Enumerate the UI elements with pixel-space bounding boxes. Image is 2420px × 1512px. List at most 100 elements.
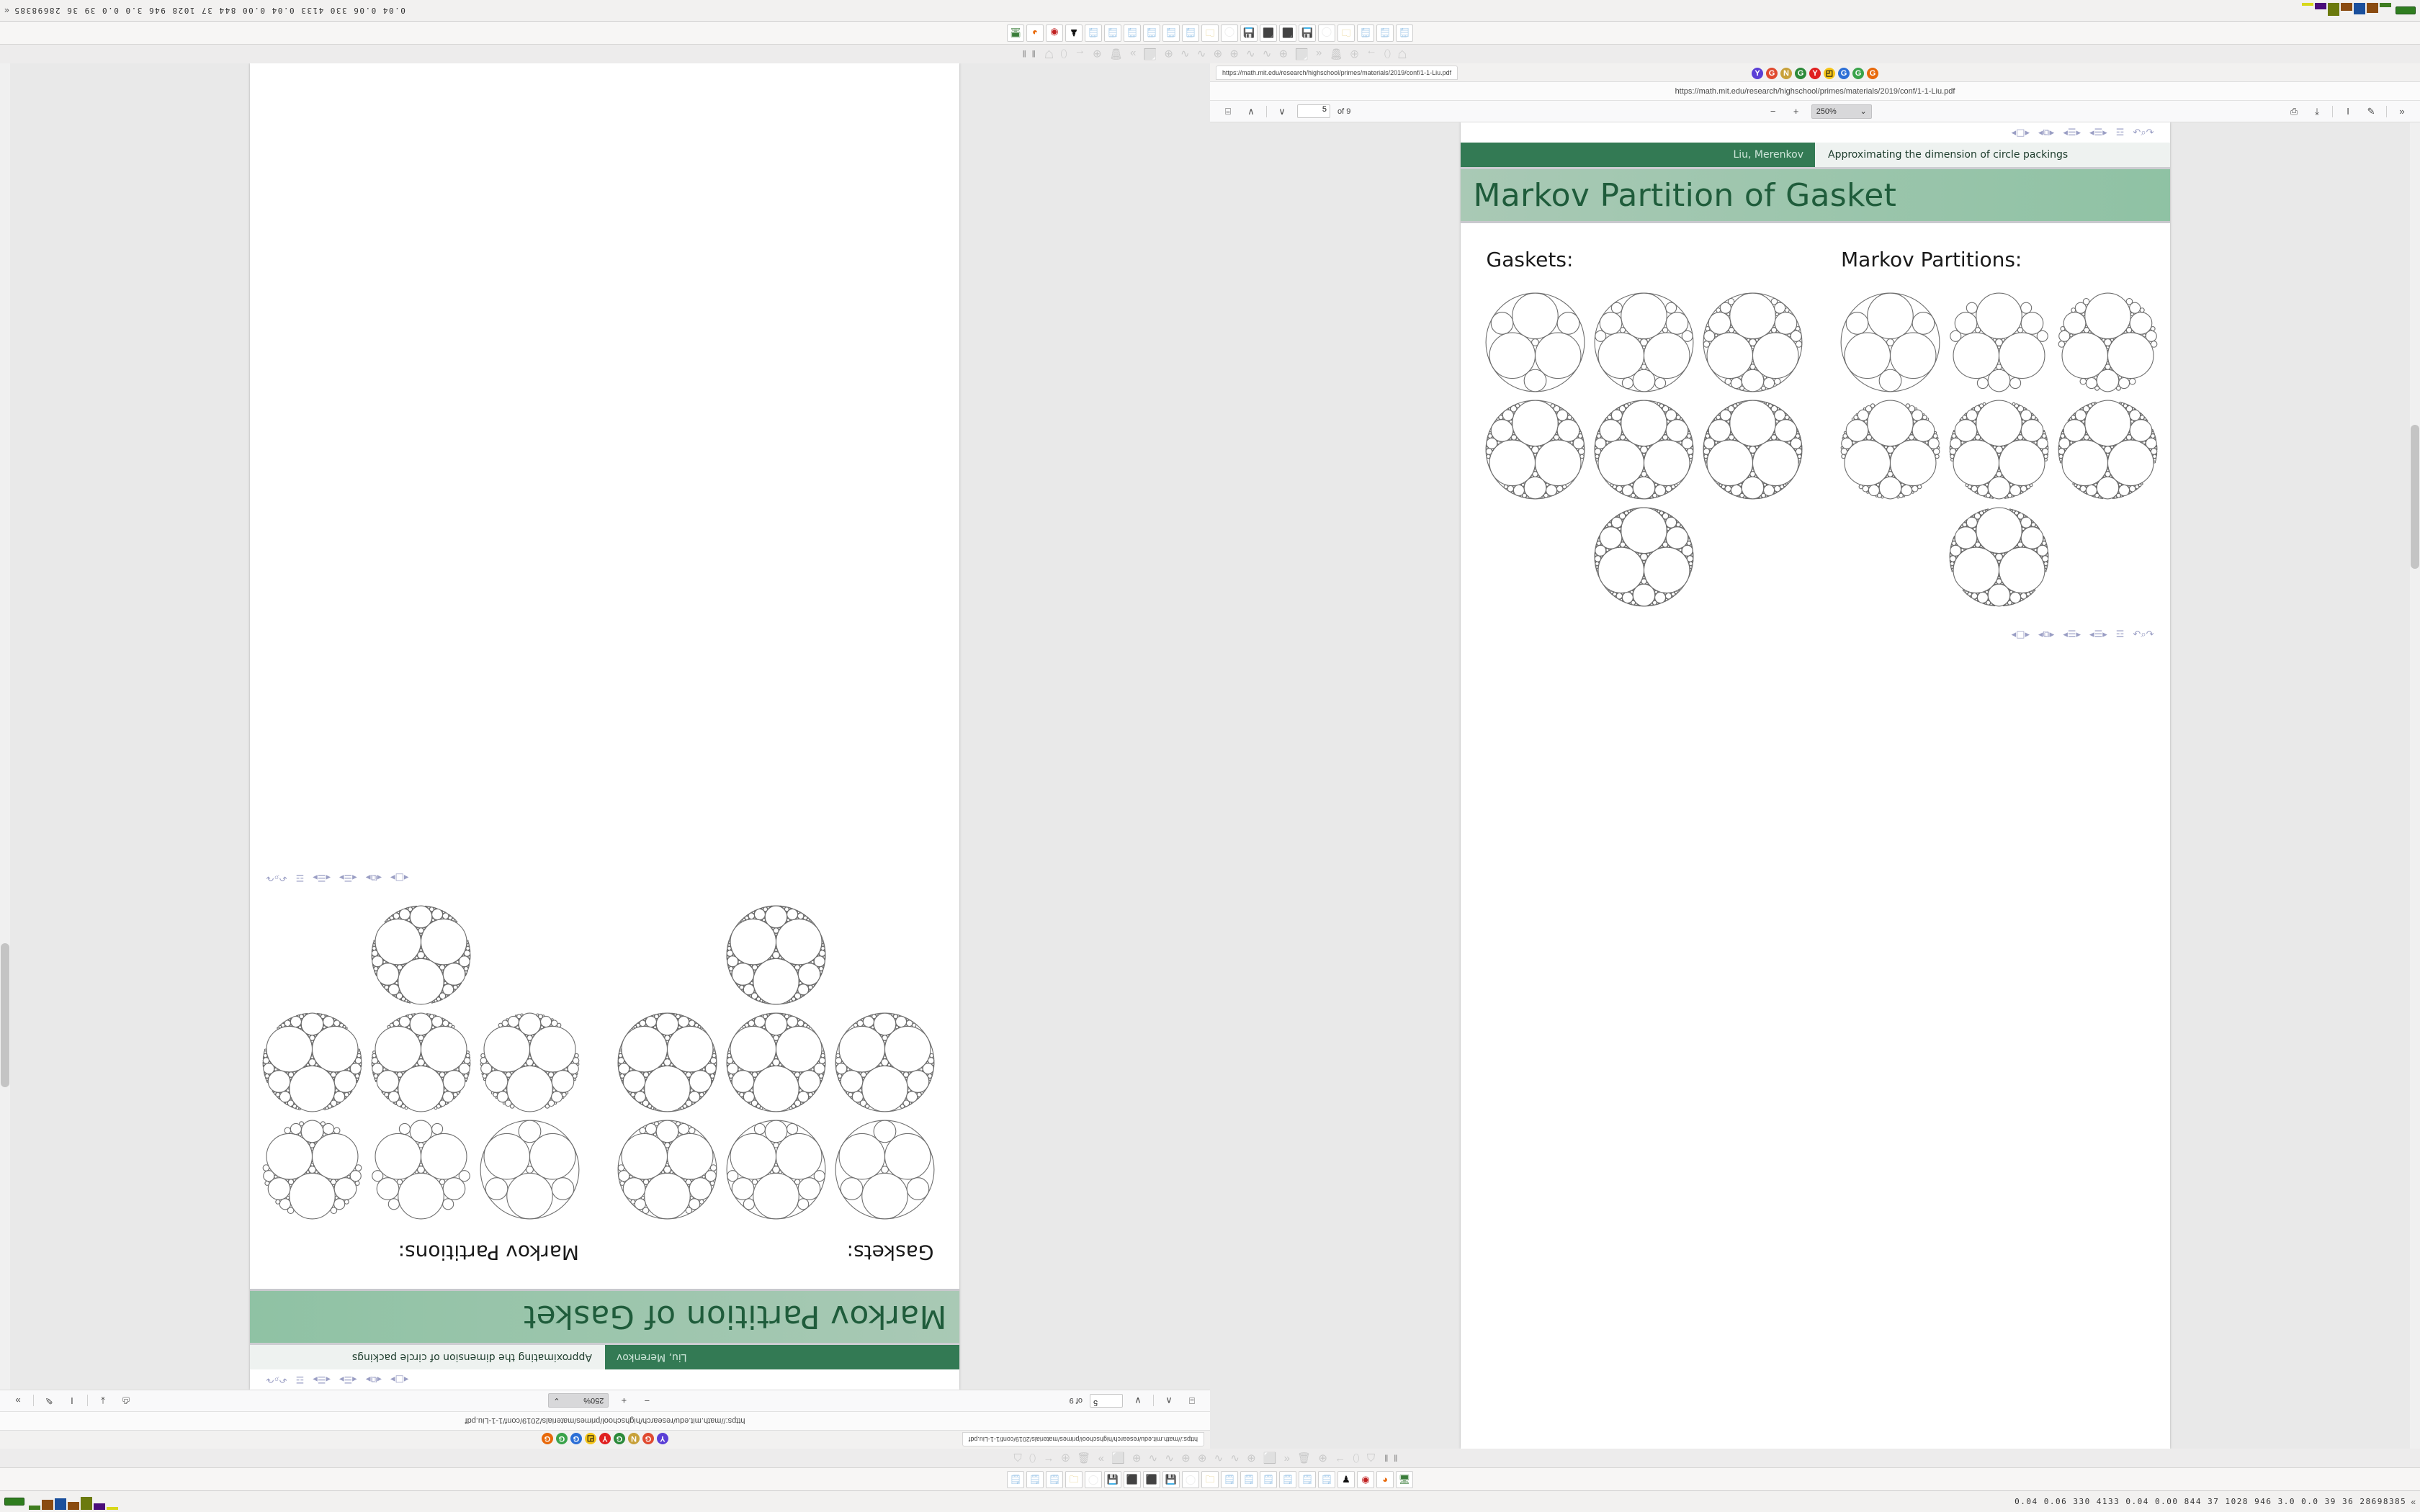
slide-nav-icon[interactable]: ◂□▸ <box>390 873 408 883</box>
doc-nav-icon[interactable]: ◂⧉▸ <box>366 873 382 883</box>
document-icon[interactable]: 🗒 <box>1299 1471 1316 1488</box>
document-icon[interactable]: 🗒 <box>1182 24 1199 42</box>
firefox-icon[interactable]: ◕ <box>1026 24 1044 42</box>
toc-nav-icon[interactable]: ☲ <box>2116 629 2125 640</box>
floppy-disk-icon[interactable]: 💾 <box>1104 1471 1121 1488</box>
bookmark-firefox[interactable]: G <box>1867 68 1878 79</box>
desktop-switcher-top[interactable]: ⛉ ⬯ → ⊕ 🗑 « ⬜ ⊕ ∿ ∿ ⊕ ⊕ ∿ ∿ ⊕ ⬜ » 🗑 ⊕ ← … <box>0 45 2420 63</box>
bookmark-google-4[interactable]: G <box>556 1433 568 1444</box>
next-page-icon[interactable]: ∨ <box>1274 104 1290 120</box>
document-icon[interactable]: 🗒 <box>1318 1471 1335 1488</box>
bookmark-google-4[interactable]: G <box>1852 68 1864 79</box>
bookmark-google-3[interactable]: G <box>570 1433 582 1444</box>
display-settings-icon[interactable]: 🖥 <box>1396 1471 1413 1488</box>
doc-nav-icon[interactable]: ◂⧉▸ <box>2038 127 2054 138</box>
document-icon[interactable]: 🗒 <box>1260 1471 1277 1488</box>
download-icon[interactable]: ⤓ <box>2309 104 2325 120</box>
bookmark-yelp[interactable]: Y <box>1809 68 1821 79</box>
zoom-level-select[interactable]: 250% ⌄ <box>548 1394 609 1408</box>
section-nav-icon[interactable]: ◂☰▸ <box>339 1374 357 1385</box>
zoom-out-button[interactable]: − <box>1765 104 1781 120</box>
document-icon[interactable]: 🗒 <box>1376 24 1394 42</box>
document-icon[interactable]: 🗒 <box>1085 24 1102 42</box>
browser-tab[interactable]: https://math.mit.edu/research/highschool… <box>1216 66 1458 80</box>
slide-nav-icon[interactable]: ◂□▸ <box>2012 127 2030 138</box>
blank-window-icon[interactable]: ◯ <box>1085 1471 1102 1488</box>
draw-icon[interactable]: ✎ <box>41 1393 57 1409</box>
firefox-icon[interactable]: ◕ <box>1376 1471 1394 1488</box>
document-icon[interactable]: 🗒 <box>1357 24 1374 42</box>
folder-icon[interactable]: 🗀 <box>1065 1471 1083 1488</box>
bookmark-google-2[interactable]: G <box>1795 68 1806 79</box>
url-bar-right[interactable]: Y G N G Y ◰ G G G https://math.mit.edu/research/… <box>1210 82 2420 101</box>
bookmark-images[interactable]: ◰ <box>585 1433 596 1444</box>
document-icon[interactable]: 🗒 <box>1143 24 1160 42</box>
subsection-nav-icon[interactable]: ◂☰▸ <box>2089 629 2107 640</box>
blank-window-icon[interactable]: ◯ <box>1182 1471 1199 1488</box>
section-nav-icon[interactable]: ◂☰▸ <box>339 873 357 883</box>
bookmark-nyt[interactable]: N <box>1780 68 1792 79</box>
scrollbar-right[interactable] <box>2410 122 2420 1449</box>
browser-window-left[interactable]: https://math.mit.edu/research/highschool… <box>0 63 1210 1449</box>
bookmark-google-3[interactable]: G <box>1838 68 1850 79</box>
download-icon[interactable]: ⤓ <box>95 1393 111 1409</box>
more-tools-icon[interactable]: » <box>2394 104 2410 120</box>
blank-window-icon[interactable]: ◯ <box>1318 24 1335 42</box>
bookmark-google[interactable]: G <box>1766 68 1778 79</box>
undo-search-redo-icons[interactable]: ↶⌕↷ <box>2133 629 2154 640</box>
recording-icon[interactable]: ◉ <box>1046 24 1063 42</box>
page-number-input[interactable]: 5 <box>1090 1394 1123 1408</box>
terminal-icon[interactable]: ⬛ <box>1143 1471 1160 1488</box>
prev-page-icon[interactable]: ∧ <box>1161 1393 1177 1409</box>
document-icon[interactable]: 🗒 <box>1221 1471 1238 1488</box>
document-icon[interactable]: 🗒 <box>1026 1471 1044 1488</box>
slide-nav-icon[interactable]: ◂□▸ <box>390 1374 408 1385</box>
floppy-disk-icon[interactable]: 💾 <box>1162 1471 1180 1488</box>
bookmark-yahoo[interactable]: Y <box>1752 68 1763 79</box>
document-icon[interactable]: 🗒 <box>1396 24 1413 42</box>
browser-tab[interactable]: https://math.mit.edu/research/highschool… <box>962 1433 1204 1447</box>
bookmark-google[interactable]: G <box>642 1433 654 1444</box>
sidebar-toggle-icon[interactable]: ⌸ <box>1184 1393 1200 1409</box>
document-icon[interactable]: 🗒 <box>1104 24 1121 42</box>
bookmark-nyt[interactable]: N <box>628 1433 640 1444</box>
chevron-up-icon[interactable]: « <box>2411 1497 2416 1507</box>
toc-nav-icon[interactable]: ☲ <box>296 873 305 883</box>
chevron-down-icon[interactable]: « <box>4 6 9 16</box>
floppy-disk-icon[interactable]: 💾 <box>1240 24 1258 42</box>
pdf-viewport-right[interactable]: ◂□▸ ◂⧉▸ ◂☰▸ ◂☰▸ ☲ ↶⌕↷ Liu, Merenkov Approximati… <box>1210 122 2420 1449</box>
subsection-nav-icon[interactable]: ◂☰▸ <box>313 1374 331 1385</box>
undo-search-redo-icons[interactable]: ↶⌕↷ <box>2133 127 2154 138</box>
page-number-input[interactable]: 5 <box>1297 104 1330 118</box>
zoom-in-button[interactable]: + <box>616 1393 632 1409</box>
floppy-disk-icon[interactable]: 💾 <box>1299 24 1316 42</box>
bookmark-yelp[interactable]: Y <box>599 1433 611 1444</box>
doc-nav-icon[interactable]: ◂⧉▸ <box>366 1374 382 1385</box>
more-tools-icon[interactable]: » <box>10 1393 26 1409</box>
sidebar-toggle-icon[interactable]: ⌸ <box>1220 104 1236 120</box>
display-settings-icon[interactable]: 🖥 <box>1007 24 1024 42</box>
terminal-icon[interactable]: ⬛ <box>1279 24 1296 42</box>
zoom-level-select[interactable]: 250% ⌄ <box>1811 104 1872 119</box>
doc-nav-icon[interactable]: ◂⧉▸ <box>2038 629 2054 640</box>
browser-window-right[interactable]: https://math.mit.edu/research/highschool… <box>1210 63 2420 1449</box>
section-nav-icon[interactable]: ◂☰▸ <box>2063 629 2081 640</box>
document-icon[interactable]: 🗒 <box>1046 1471 1063 1488</box>
zoom-in-button[interactable]: + <box>1788 104 1804 120</box>
text-select-icon[interactable]: I <box>64 1393 80 1409</box>
blank-window-icon[interactable]: ◯ <box>1221 24 1238 42</box>
document-icon[interactable]: 🗒 <box>1240 1471 1258 1488</box>
text-select-icon[interactable]: I <box>2340 104 2356 120</box>
scrollbar-left[interactable] <box>0 63 10 1390</box>
bookmark-images[interactable]: ◰ <box>1824 68 1835 79</box>
bookmark-firefox[interactable]: G <box>542 1433 553 1444</box>
slide-nav-icon[interactable]: ◂□▸ <box>2012 629 2030 640</box>
subsection-nav-icon[interactable]: ◂☰▸ <box>2089 127 2107 138</box>
section-nav-icon[interactable]: ◂☰▸ <box>2063 127 2081 138</box>
bookmark-yahoo[interactable]: Y <box>657 1433 668 1444</box>
folder-icon[interactable]: 🗀 <box>1337 24 1355 42</box>
desktop-switcher-bottom[interactable]: ⛉ ⬯ → ⊕ 🗑 « ⬜ ⊕ ∿ ∿ ⊕ ⊕ ∿ ∿ ⊕ ⬜ » 🗑 ⊕ ← … <box>0 1449 2420 1467</box>
toc-nav-icon[interactable]: ☲ <box>296 1374 305 1385</box>
gimp-icon[interactable]: ♟ <box>1337 1471 1355 1488</box>
next-page-icon[interactable]: ∨ <box>1130 1393 1146 1409</box>
